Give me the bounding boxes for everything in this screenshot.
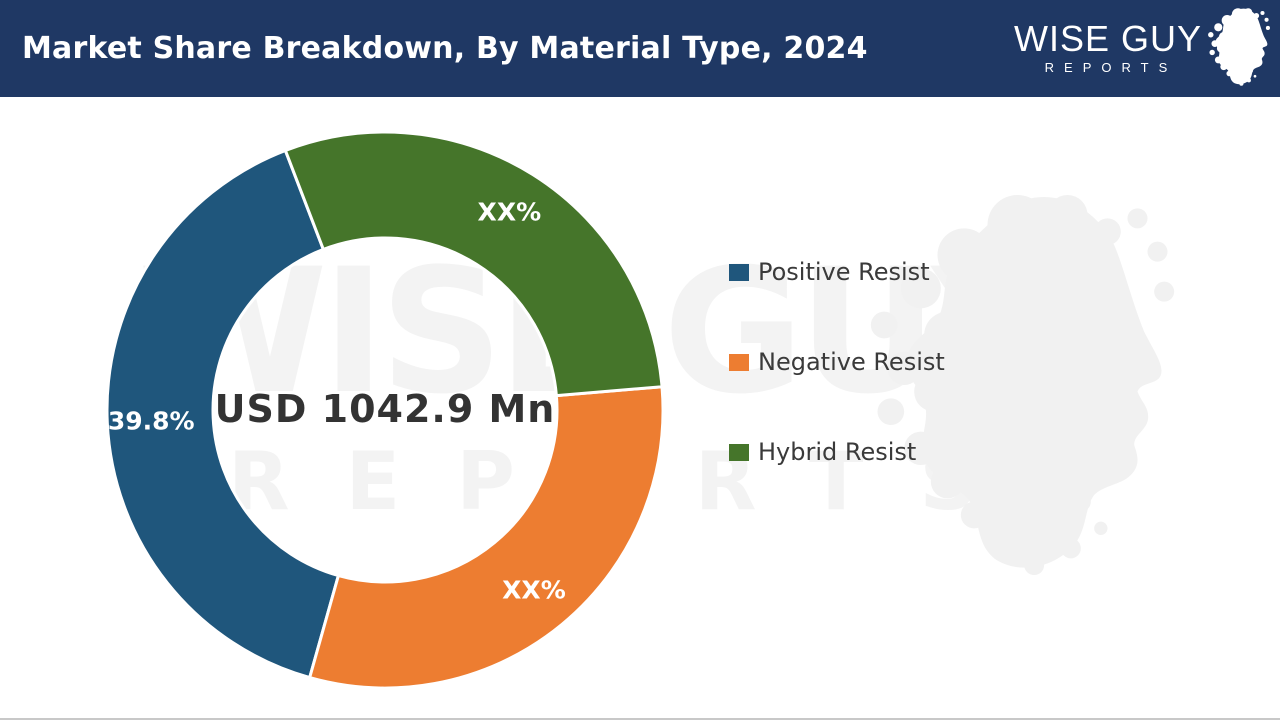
donut-segment-negative-resist — [307, 385, 665, 690]
slice-label-positive-resist: 39.8% — [107, 406, 195, 436]
page-title: Market Share Breakdown, By Material Type… — [22, 31, 868, 66]
header-bar: Market Share Breakdown, By Material Type… — [0, 0, 1280, 97]
legend-item-negative-resist: Negative Resist — [729, 348, 945, 376]
legend-item-positive-resist: Positive Resist — [729, 258, 945, 286]
donut-chart — [105, 130, 665, 690]
brand-name: WISE GUY — [1013, 17, 1202, 59]
chart-center-value: USD 1042.9 Mn — [214, 387, 556, 431]
slice-label-negative-resist: XX% — [502, 575, 566, 605]
donut-segment-hybrid-resist — [283, 130, 664, 398]
legend-swatch-negative-resist — [729, 353, 749, 371]
donut-segment-positive-resist — [105, 148, 341, 680]
brand-face-icon — [1204, 6, 1272, 88]
slice-label-hybrid-resist: XX% — [477, 197, 542, 227]
legend-label-hybrid-resist: Hybrid Resist — [758, 438, 917, 466]
legend-label-positive-resist: Positive Resist — [758, 258, 930, 286]
brand-logo: WISE GUY REPORTS — [1014, 6, 1272, 88]
brand-logo-text: WISE GUY REPORTS — [1014, 19, 1202, 76]
chart-legend: Positive Resist Negative Resist Hybrid R… — [729, 258, 945, 529]
legend-label-negative-resist: Negative Resist — [758, 348, 945, 376]
legend-swatch-positive-resist — [729, 263, 749, 281]
legend-swatch-hybrid-resist — [729, 443, 749, 461]
bottom-divider — [0, 718, 1280, 720]
legend-item-hybrid-resist: Hybrid Resist — [729, 438, 945, 466]
brand-subtitle: REPORTS — [1044, 60, 1178, 76]
